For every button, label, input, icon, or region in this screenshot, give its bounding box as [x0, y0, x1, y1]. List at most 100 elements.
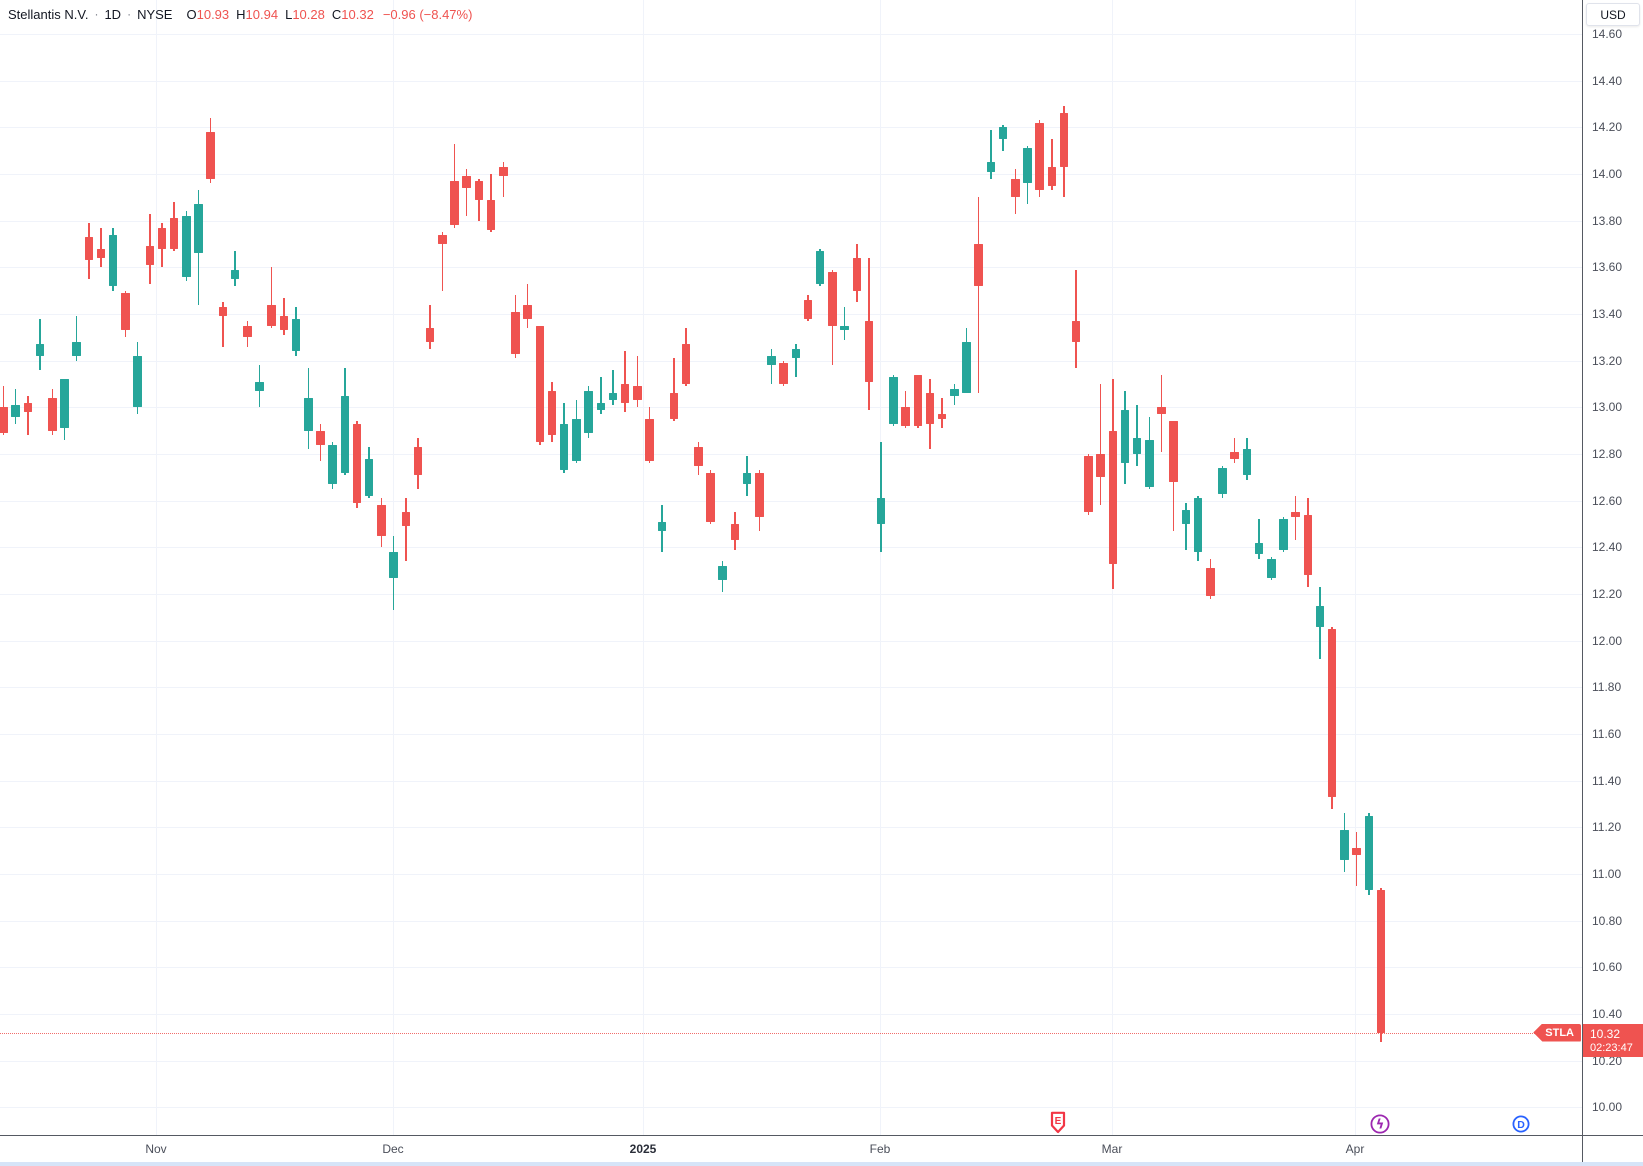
close-label: C — [331, 6, 342, 22]
candle — [84, 236, 94, 261]
candle — [1303, 514, 1313, 576]
price-gridline — [0, 873, 1583, 875]
price-gridline — [0, 547, 1583, 549]
candle — [450, 180, 459, 226]
candle-wick — [405, 498, 407, 562]
time-tick-label: Feb — [869, 1142, 891, 1156]
candle-wick — [429, 304, 431, 349]
candle — [852, 257, 862, 291]
svg-text:E: E — [1055, 1116, 1062, 1127]
candle — [108, 234, 118, 286]
interval-label[interactable]: 1D — [104, 6, 122, 22]
time-axis[interactable]: Nov Dec 2025 Feb Mar Apr — [0, 1135, 1643, 1162]
candle-wick — [441, 232, 444, 291]
candle — [499, 166, 508, 177]
candle — [438, 234, 447, 244]
time-tick-label: Nov — [145, 1142, 167, 1156]
bar-countdown: 02:23:47 — [1590, 1041, 1633, 1054]
earnings-icon[interactable]: E — [1050, 1111, 1066, 1135]
candle — [937, 414, 947, 419]
candle — [755, 472, 764, 517]
candle — [23, 402, 33, 412]
candle — [304, 397, 313, 431]
price-gridline — [0, 920, 1583, 922]
price-gridline — [0, 34, 1583, 35]
price-gridline — [0, 1013, 1583, 1015]
time-tick-label: 2025 — [629, 1142, 657, 1156]
candle-wick — [880, 442, 882, 552]
currency-button[interactable]: USD — [1586, 3, 1640, 26]
price-tick-label: 14.20 — [1592, 120, 1623, 135]
price-axis[interactable]: USD 14.60 14.40 14.20 14.00 13.80 13.60 13.40 1… — [1583, 0, 1643, 1135]
price-gridline — [0, 407, 1583, 409]
price-tick-label: 11.20 — [1592, 820, 1622, 835]
candle — [425, 327, 435, 342]
price-gridline — [0, 220, 1583, 222]
candle — [35, 344, 45, 356]
candle — [267, 304, 276, 326]
candle — [291, 318, 301, 352]
candle — [1352, 848, 1361, 856]
candle-wick — [75, 316, 78, 361]
candle-wick — [478, 178, 480, 221]
candle — [608, 393, 618, 401]
price-tick-label: 13.20 — [1592, 353, 1623, 368]
candle-wick — [612, 369, 614, 405]
candle-wick — [465, 169, 468, 216]
price-gridline — [0, 733, 1583, 735]
candle — [1267, 558, 1276, 578]
high-label: H — [236, 6, 246, 22]
candle-wick — [941, 397, 943, 429]
last-price-line — [0, 1032, 1583, 1034]
candle — [645, 418, 654, 461]
candle-wick — [270, 267, 273, 328]
candle — [1157, 407, 1166, 415]
candle — [584, 390, 593, 433]
candle — [1011, 178, 1020, 198]
candle — [1023, 148, 1032, 184]
separator-dot: · — [127, 7, 132, 21]
candle — [389, 551, 398, 578]
candle — [620, 383, 630, 403]
candle — [169, 218, 179, 249]
candle — [511, 311, 520, 354]
candle-wick — [1258, 519, 1260, 559]
candle — [974, 243, 983, 286]
candle-wick — [1099, 383, 1102, 506]
lightning-icon[interactable]: ϟ — [1370, 1114, 1390, 1135]
symbol-name[interactable]: Stellantis N.V. — [8, 6, 89, 22]
candle — [706, 472, 715, 522]
separator-dot: · — [94, 7, 99, 21]
price-tick-label: 10.00 — [1592, 1100, 1623, 1115]
candle — [352, 423, 362, 503]
open-label: O — [186, 6, 197, 22]
candle — [1071, 320, 1081, 342]
candle — [1218, 467, 1227, 494]
time-gridline — [643, 0, 644, 1135]
candle — [316, 430, 325, 445]
time-gridline — [880, 0, 881, 1135]
price-tick-label: 14.60 — [1592, 27, 1623, 41]
dividend-icon[interactable]: D — [1512, 1115, 1530, 1135]
candle — [840, 325, 849, 331]
candle — [986, 162, 996, 172]
svg-text:ϟ: ϟ — [1376, 1118, 1385, 1133]
chart-canvas[interactable]: Stellantis N.V. · 1D · NYSE O10.93 H10.9… — [0, 0, 1583, 1135]
candle — [962, 341, 971, 394]
price-gridline — [0, 1060, 1583, 1062]
candle — [523, 304, 532, 319]
candle — [925, 393, 935, 424]
candle-wick — [624, 351, 626, 412]
last-price-label: 10.32 02:23:47 — [1583, 1023, 1643, 1057]
candle-wick — [1075, 269, 1077, 368]
candle — [1169, 421, 1178, 482]
price-gridline — [0, 80, 1583, 82]
candle — [328, 444, 337, 485]
candle — [1327, 628, 1337, 797]
price-tick-label: 12.80 — [1592, 446, 1623, 461]
candle-wick — [1185, 502, 1187, 550]
candle — [876, 498, 886, 524]
time-tick-label: Apr — [1345, 1142, 1365, 1156]
candle-wick — [1136, 404, 1138, 466]
